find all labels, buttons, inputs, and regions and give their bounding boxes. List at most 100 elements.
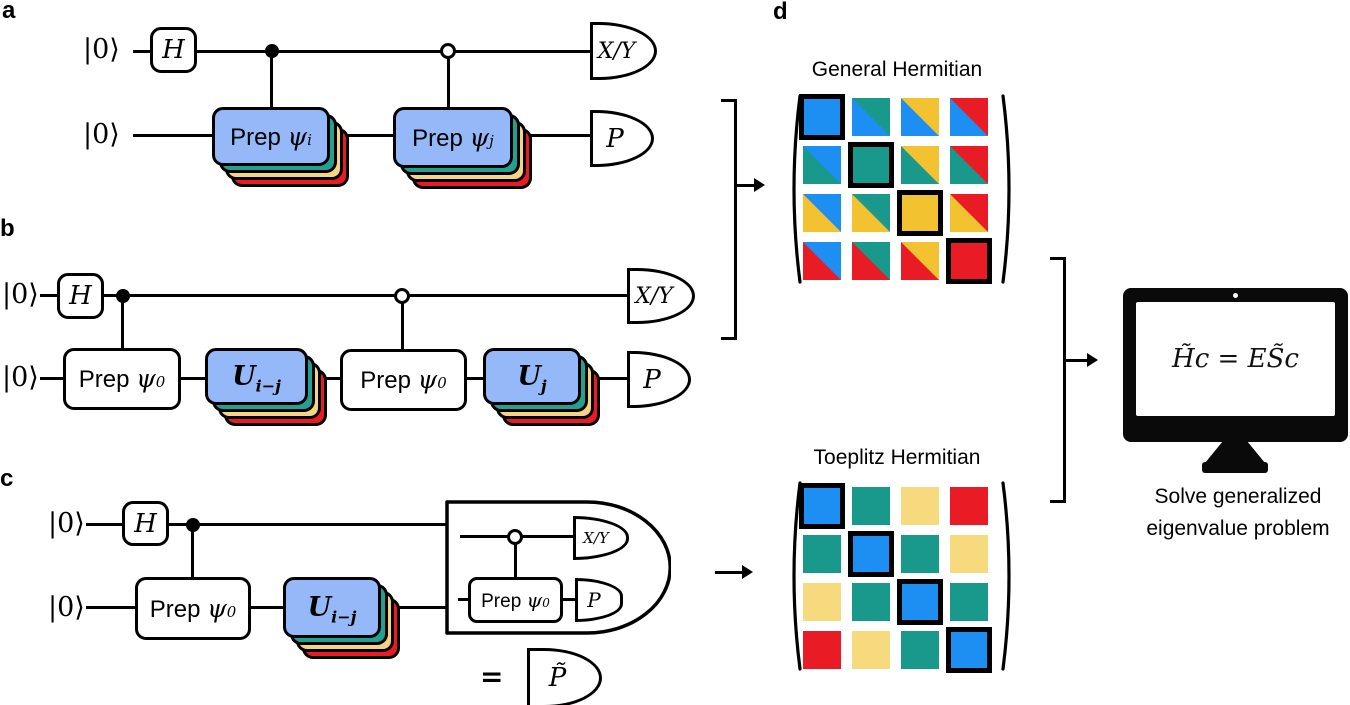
stack-layer-top: Uj xyxy=(483,348,581,405)
matrix-cell xyxy=(799,94,845,140)
qubit-wire xyxy=(40,294,627,297)
general-matrix-title: General Hermitian xyxy=(811,58,983,81)
matrix-cell xyxy=(848,142,894,188)
matrix-cell xyxy=(803,631,841,669)
matrix-paren-left xyxy=(792,94,802,284)
matrix-cell xyxy=(901,535,939,573)
matrices-bracket-tick-bottom xyxy=(1050,500,1066,503)
ab-bracket-tick-top xyxy=(721,99,737,102)
panel-a-label: a xyxy=(2,0,16,24)
qubit-ket: |0⟩ xyxy=(2,362,39,393)
control-dot xyxy=(265,44,279,58)
equals-sign: = xyxy=(480,660,504,693)
arrow-to-general-matrix xyxy=(737,184,754,187)
qubit-ket: |0⟩ xyxy=(83,119,120,150)
hadamard-gate: H xyxy=(150,27,197,73)
stack-layer-top: Ui−j xyxy=(205,348,308,405)
control-dot xyxy=(186,518,200,532)
monitor-stand-base xyxy=(1202,462,1268,473)
matrix-cell xyxy=(901,487,939,525)
matrix-cell xyxy=(950,583,988,621)
matrix-cell xyxy=(803,242,841,280)
matrix-cell xyxy=(901,242,939,280)
matrix-cell xyxy=(901,98,939,136)
qubit-wire xyxy=(133,134,590,137)
control-dot xyxy=(116,289,130,303)
matrix-cell xyxy=(848,531,894,577)
panel-b-label: b xyxy=(0,215,15,242)
matrix-cell xyxy=(852,98,890,136)
matrix-cell xyxy=(852,631,890,669)
solve-caption: Solve generalized eigenvalue problem xyxy=(1122,481,1350,544)
monitor-camera-dot xyxy=(1233,293,1238,298)
matrix-cell xyxy=(950,98,988,136)
matrix-cell xyxy=(950,535,988,573)
open-control-dot xyxy=(394,288,410,304)
arrow-to-computer xyxy=(1066,359,1087,362)
matrix-cell xyxy=(852,194,890,232)
qubit-ket: |0⟩ xyxy=(48,508,85,539)
arrowhead xyxy=(1087,353,1098,367)
qubit-ket: |0⟩ xyxy=(2,279,39,310)
qubit-wire xyxy=(133,50,590,53)
qubit-wire xyxy=(86,606,447,609)
matrix-cell xyxy=(950,487,988,525)
monitor-stand-neck xyxy=(1205,441,1265,463)
matrix-cell xyxy=(946,238,992,284)
matrix-cell xyxy=(799,483,845,529)
monitor-screen: H̃c = ES̃c xyxy=(1136,302,1335,416)
hadamard-gate: H xyxy=(122,501,169,546)
open-control-dot xyxy=(507,529,523,545)
matrix-paren-right xyxy=(1001,94,1011,284)
matrix-cell xyxy=(901,146,939,184)
matrix-cell xyxy=(803,583,841,621)
unitary-i-minus-j-gate: Ui−j xyxy=(205,348,327,426)
qubit-wire xyxy=(40,377,627,380)
measurement-xy: X/Y xyxy=(627,268,695,324)
matrices-bracket-tick-top xyxy=(1050,257,1066,260)
matrices-bracket xyxy=(1063,257,1066,503)
control-line xyxy=(121,296,124,350)
qubit-wire xyxy=(86,523,447,526)
measurement-xy: X/Y xyxy=(590,22,657,80)
matrix-cell xyxy=(852,583,890,621)
measurement-p-tilde: P̃ xyxy=(527,648,602,705)
qubit-ket: |0⟩ xyxy=(48,592,85,623)
ab-bracket-tick-bottom xyxy=(721,337,737,340)
solve-caption-line1: Solve generalized xyxy=(1154,485,1322,508)
control-line xyxy=(447,51,450,109)
control-line xyxy=(191,525,194,579)
matrix-cell xyxy=(946,627,992,673)
measurement-p: P xyxy=(627,351,691,408)
toeplitz-matrix-title: Toeplitz Hermitian xyxy=(813,446,981,469)
arrowhead xyxy=(754,178,765,192)
measurement-p: P xyxy=(590,110,654,167)
ab-bracket xyxy=(734,99,737,340)
unitary-j-gate: Uj xyxy=(483,348,600,426)
panel-c-label: c xyxy=(0,465,14,492)
matrix-cell xyxy=(852,242,890,280)
matrix-cell xyxy=(897,190,943,236)
open-control-dot xyxy=(440,43,456,59)
matrix-cell xyxy=(897,579,943,625)
matrix-cell xyxy=(950,194,988,232)
control-line xyxy=(401,296,404,352)
hadamard-gate: H xyxy=(57,273,104,319)
matrix-cell xyxy=(803,146,841,184)
eigenvalue-equation: H̃c = ES̃c xyxy=(1172,344,1299,374)
matrix-cell xyxy=(852,487,890,525)
qubit-ket: |0⟩ xyxy=(83,34,120,65)
unitary-i-minus-j-gate: Ui−j xyxy=(283,577,400,659)
matrix-cell xyxy=(803,535,841,573)
stack-layer-top: Ui−j xyxy=(283,577,381,638)
arrowhead xyxy=(742,565,753,579)
